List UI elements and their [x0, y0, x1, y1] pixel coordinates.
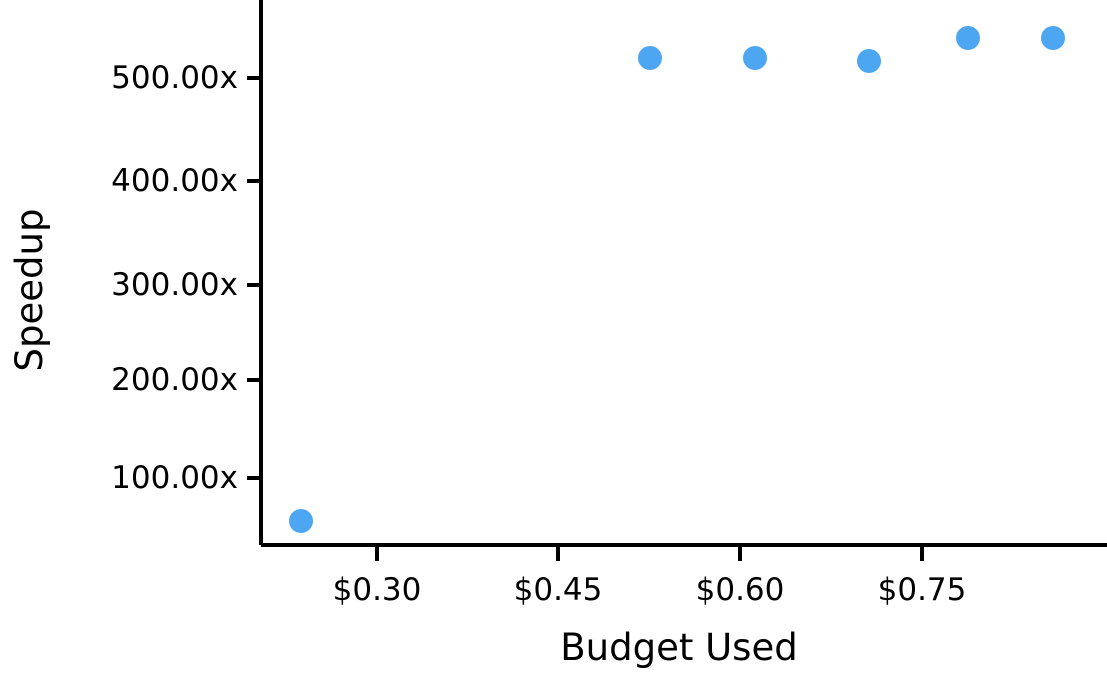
x-tick-label-060: $0.60 [696, 572, 785, 608]
y-tick-label-100: 100.00x [111, 460, 238, 496]
x-axis-title: Budget Used [560, 626, 797, 669]
x-axis-ticks [375, 545, 924, 561]
x-tick-label-045: $0.45 [514, 572, 603, 608]
y-tick-label-group: 500.00x 400.00x 300.00x 200.00x 100.00x [111, 60, 238, 496]
data-point-series [289, 26, 1065, 533]
y-tick-label-400: 400.00x [111, 163, 238, 199]
y-axis-ticks [247, 76, 261, 480]
data-point [1041, 26, 1065, 50]
data-point [289, 509, 313, 533]
data-point [638, 46, 662, 70]
y-axis-title: Speedup [8, 209, 51, 372]
x-tick-label-030: $0.30 [333, 572, 422, 608]
data-point [743, 46, 767, 70]
data-point [956, 26, 980, 50]
data-point [857, 49, 881, 73]
x-tick-label-group: $0.30 $0.45 $0.60 $0.75 [333, 572, 967, 608]
y-tick-label-500: 500.00x [111, 60, 238, 96]
x-tick-label-075: $0.75 [878, 572, 967, 608]
y-tick-label-300: 300.00x [111, 267, 238, 303]
y-tick-label-200: 200.00x [111, 362, 238, 398]
